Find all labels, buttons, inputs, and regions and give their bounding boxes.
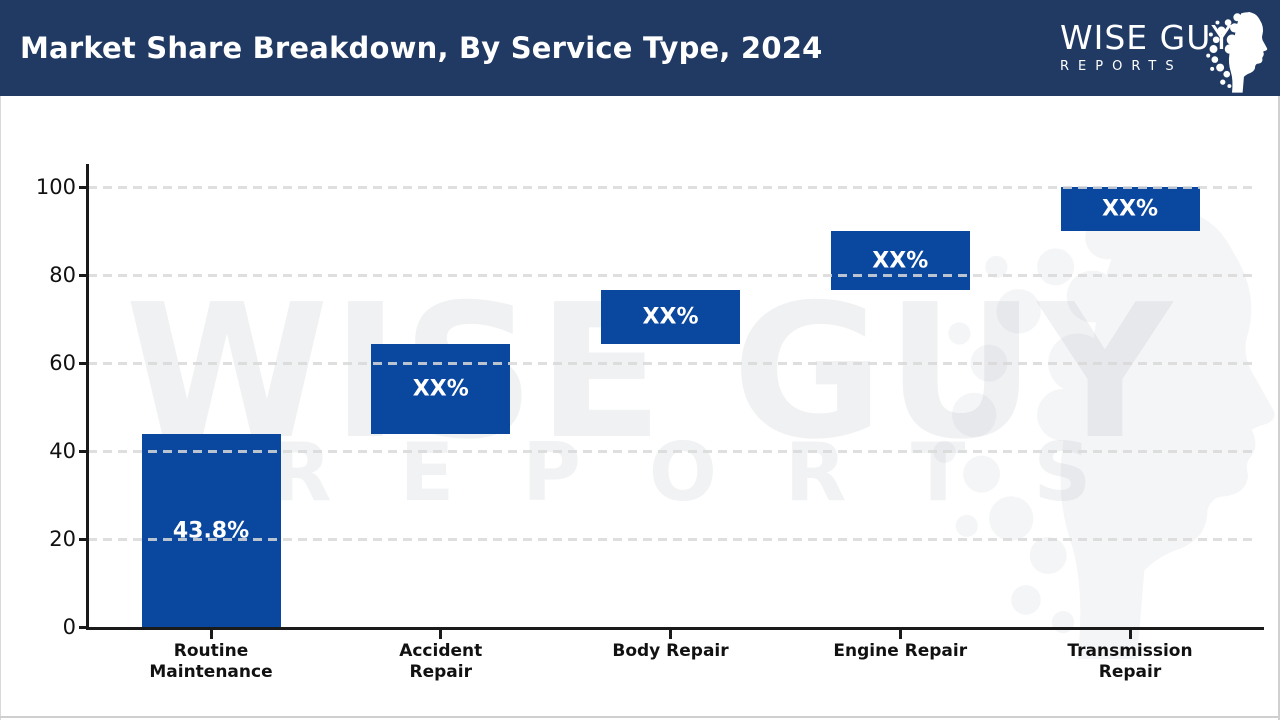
bar-value-label: XX% xyxy=(872,248,929,274)
x-axis-tick-mark xyxy=(209,630,213,639)
brand-logo-text: WISE GUY REPORTS xyxy=(1060,18,1233,75)
x-axis-category-label: Engine Repair xyxy=(833,641,968,661)
page-border-left xyxy=(0,96,1,720)
y-axis-tick-label: 20 xyxy=(49,527,76,551)
y-axis-tick-mark xyxy=(79,185,88,189)
x-axis-tick-mark xyxy=(669,630,672,639)
bar-value-label: 43.8% xyxy=(172,518,250,544)
y-axis-tick-mark xyxy=(79,537,88,541)
x-axis-category-label: Routine Maintenance xyxy=(149,641,273,682)
x-axis-category-label: Body Repair xyxy=(612,641,729,661)
y-axis-tick-label: 40 xyxy=(49,439,76,463)
brand-name: WISE GUY xyxy=(1060,18,1233,57)
bar-value-label: XX% xyxy=(1102,196,1158,222)
page-border-bottom xyxy=(0,716,1280,718)
x-axis-spine xyxy=(86,627,1264,630)
gridline xyxy=(88,537,1253,541)
x-axis-tick-mark xyxy=(439,630,443,639)
bar-segment xyxy=(601,290,740,345)
y-axis-tick-mark xyxy=(79,449,88,453)
x-axis-tick-mark xyxy=(1128,630,1132,639)
y-axis-tick-label: 60 xyxy=(49,351,76,375)
gridline xyxy=(88,361,1253,365)
header-bar: Market Share Breakdown, By Service Type,… xyxy=(0,0,1280,96)
y-axis-tick-label: 100 xyxy=(35,175,76,199)
x-axis-category-label: Accident Repair xyxy=(399,641,483,682)
bar-value-label: XX% xyxy=(412,376,469,402)
y-axis-tick-label: 80 xyxy=(49,263,76,287)
brand-subtitle: REPORTS xyxy=(1060,59,1183,74)
y-axis-tick-mark xyxy=(79,361,88,365)
gridline xyxy=(88,273,1253,277)
gridline xyxy=(88,449,1253,453)
gridline xyxy=(88,185,1253,189)
bar-value-label: XX% xyxy=(642,304,699,330)
page-title: Market Share Breakdown, By Service Type,… xyxy=(20,31,823,65)
x-axis-category-label: Transmission Repair xyxy=(1067,641,1193,682)
bar-segment xyxy=(141,434,281,627)
y-axis-spine xyxy=(86,164,89,630)
y-axis-tick-mark xyxy=(79,625,88,629)
y-axis-tick-label: 0 xyxy=(62,615,76,639)
y-axis-tick-mark xyxy=(79,273,88,277)
x-axis-tick-mark xyxy=(898,630,902,639)
page-border-right xyxy=(1278,96,1280,720)
brand-logo: WISE GUY REPORTS xyxy=(1022,4,1272,96)
bar-segment xyxy=(371,344,511,435)
